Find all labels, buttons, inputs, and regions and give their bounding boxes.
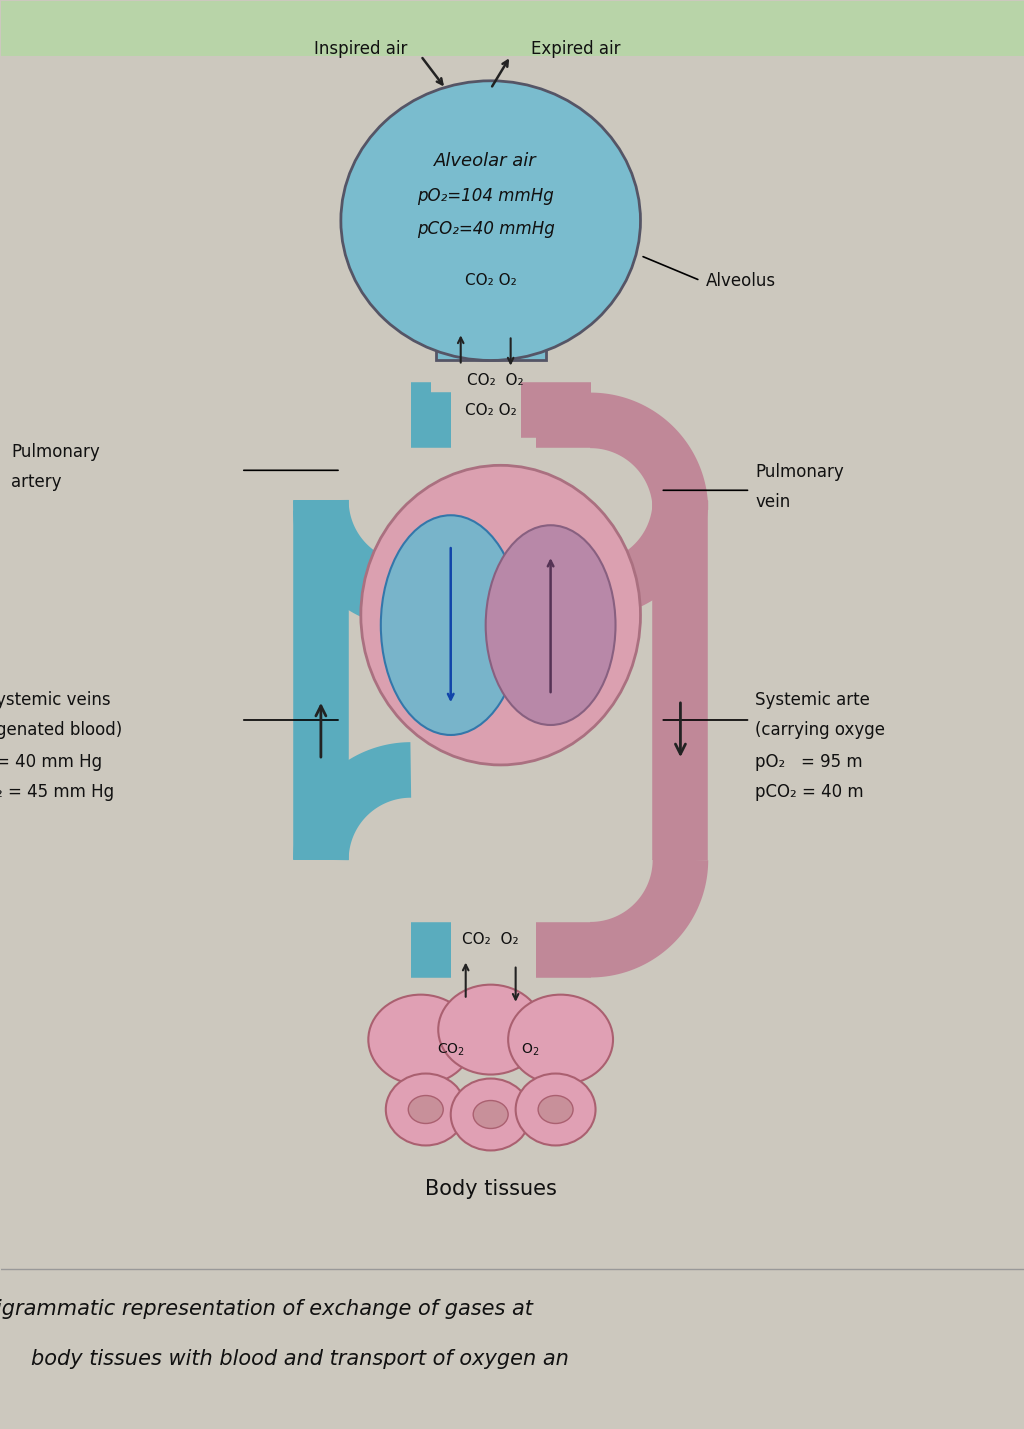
Text: genated blood): genated blood) <box>0 722 123 739</box>
Text: CO₂ O₂: CO₂ O₂ <box>465 273 516 289</box>
Text: CO₂ O₂: CO₂ O₂ <box>465 403 516 417</box>
Ellipse shape <box>381 516 520 735</box>
Text: pO₂   = 95 m: pO₂ = 95 m <box>756 753 863 770</box>
Text: ₂ = 45 mm Hg: ₂ = 45 mm Hg <box>0 783 115 800</box>
Text: pO₂=104 mmHg: pO₂=104 mmHg <box>418 187 554 204</box>
Text: CO₂  O₂: CO₂ O₂ <box>463 932 519 947</box>
Ellipse shape <box>508 995 613 1085</box>
Ellipse shape <box>473 1100 508 1129</box>
Bar <box>1 1 1024 56</box>
Text: = 40 mm Hg: = 40 mm Hg <box>0 753 102 770</box>
Text: body tissues with blood and transport of oxygen an: body tissues with blood and transport of… <box>32 1349 569 1369</box>
Ellipse shape <box>539 1096 573 1123</box>
Ellipse shape <box>341 81 640 360</box>
Text: vein: vein <box>756 493 791 512</box>
Text: Body tissues: Body tissues <box>425 1179 557 1199</box>
Ellipse shape <box>485 526 615 725</box>
Bar <box>436 350 546 360</box>
Text: Alveolus: Alveolus <box>706 272 775 290</box>
Text: artery: artery <box>11 473 61 492</box>
Text: CO$_2$: CO$_2$ <box>437 1042 465 1057</box>
Text: ystemic veins: ystemic veins <box>0 692 111 709</box>
Text: Alveolar air: Alveolar air <box>434 151 537 170</box>
Text: CO₂  O₂: CO₂ O₂ <box>467 373 524 387</box>
Text: Pulmonary: Pulmonary <box>756 463 844 482</box>
Text: O$_2$: O$_2$ <box>521 1042 540 1057</box>
Ellipse shape <box>360 466 640 765</box>
Ellipse shape <box>516 1073 596 1146</box>
Ellipse shape <box>438 985 543 1075</box>
Text: Systemic arte: Systemic arte <box>756 692 870 709</box>
Text: Expired air: Expired air <box>530 40 621 57</box>
Ellipse shape <box>409 1096 443 1123</box>
Text: pCO₂ = 40 m: pCO₂ = 40 m <box>756 783 864 800</box>
Text: Pulmonary: Pulmonary <box>11 443 100 462</box>
Ellipse shape <box>369 995 473 1085</box>
Text: (carrying oxyge: (carrying oxyge <box>756 722 886 739</box>
Ellipse shape <box>386 1073 466 1146</box>
Ellipse shape <box>451 1079 530 1150</box>
Text: Inspired air: Inspired air <box>314 40 408 57</box>
Text: pCO₂=40 mmHg: pCO₂=40 mmHg <box>417 220 555 237</box>
Text: igrammatic representation of exchange of gases at: igrammatic representation of exchange of… <box>0 1299 534 1319</box>
